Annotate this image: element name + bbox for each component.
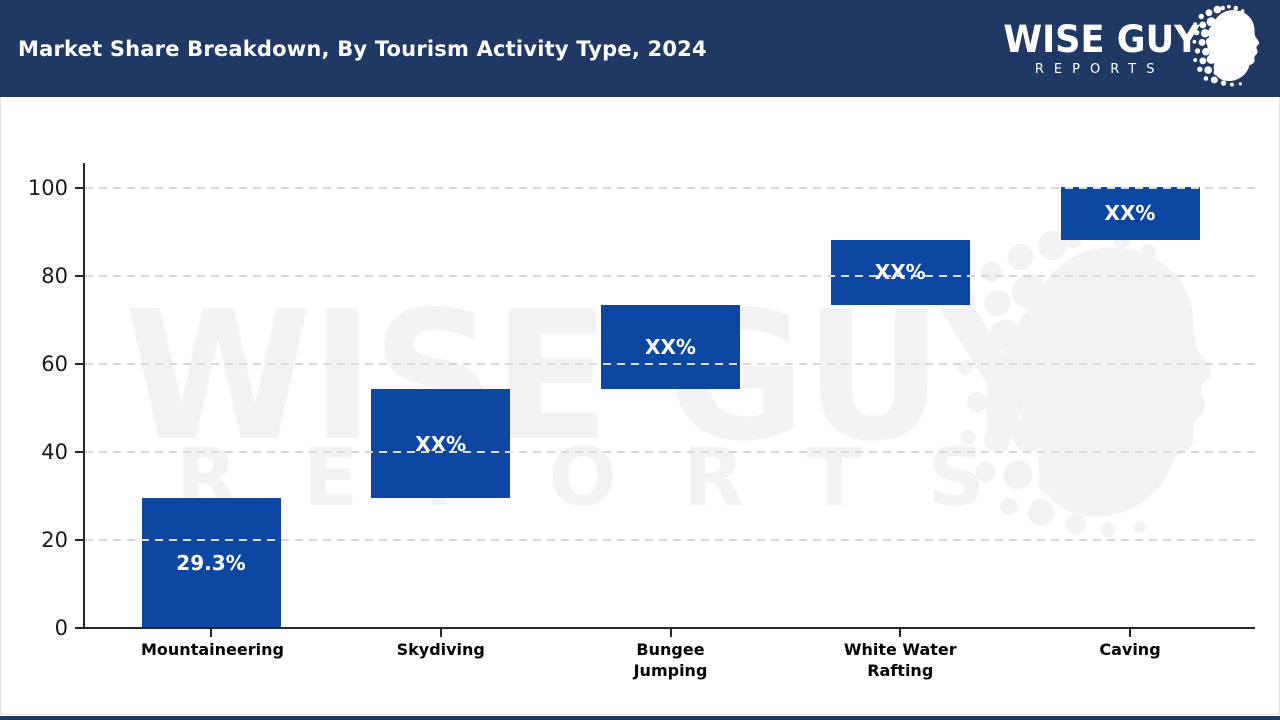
x-tick-label-white-water-rafting: White Water Rafting [843, 640, 957, 680]
bar-value-label-skydiving: XX% [415, 431, 467, 456]
y-tick-label-60: 60 [41, 352, 68, 376]
bar-value-label-bungee-jumping: XX% [645, 335, 696, 360]
chart-title: Market Share Breakdown, By Tourism Activ… [18, 36, 707, 61]
y-tick-0 [75, 627, 83, 629]
x-tick-label-mountaineering: Mountaineering [141, 640, 284, 659]
y-tick-label-0: 0 [54, 616, 68, 640]
y-tick-20 [75, 539, 83, 541]
bar-caving [1060, 187, 1200, 240]
y-tick-40 [75, 451, 83, 453]
x-tick-caving [1129, 629, 1131, 637]
y-tick-label-20: 20 [41, 528, 68, 552]
watermark-secondary-text: REPORTS [176, 431, 1052, 524]
y-axis-line [83, 163, 85, 629]
y-tick-80 [75, 275, 83, 277]
gridline-60 [85, 363, 1255, 365]
x-tick-bungee-jumping [669, 629, 672, 637]
gridline-80 [85, 275, 1255, 277]
footer-bar [0, 716, 1280, 720]
x-axis-line [83, 627, 1255, 629]
bar-bungee-jumping [601, 304, 740, 390]
gridline-100 [85, 187, 1255, 189]
x-tick-label-caving: Caving [1099, 640, 1161, 659]
watermark-primary-text: WISE GUY [124, 273, 1065, 480]
x-tick-white-water-rafting [899, 629, 902, 637]
brand-logo-primary-text: WISE GUY [1003, 18, 1200, 61]
y-tick-label-80: 80 [41, 264, 68, 288]
bar-white-water-rafting [830, 239, 970, 305]
bar-value-label-caving: XX% [1104, 201, 1156, 226]
y-tick-100 [75, 187, 83, 189]
brand-logo-secondary-text: REPORTS [1034, 62, 1165, 77]
bar-value-label-white-water-rafting: XX% [874, 260, 926, 285]
x-tick-mountaineering [210, 629, 212, 637]
x-tick-label-bungee-jumping: Bungee Jumping [633, 640, 708, 680]
bar-skydiving [371, 389, 511, 499]
gridline-40 [85, 451, 1255, 453]
gridline-20 [85, 539, 1255, 541]
bar-mountaineering [141, 498, 281, 627]
x-tick-label-skydiving: Skydiving [396, 640, 485, 659]
brand-logo: WISE GUY REPORTS [993, 21, 1200, 77]
y-tick-label-100: 100 [27, 176, 68, 200]
header-bar: Market Share Breakdown, By Tourism Activ… [0, 0, 1280, 97]
y-tick-label-40: 40 [41, 440, 68, 464]
y-tick-60 [75, 363, 83, 365]
bar-value-label-mountaineering: 29.3% [176, 550, 246, 575]
x-tick-skydiving [439, 629, 442, 637]
